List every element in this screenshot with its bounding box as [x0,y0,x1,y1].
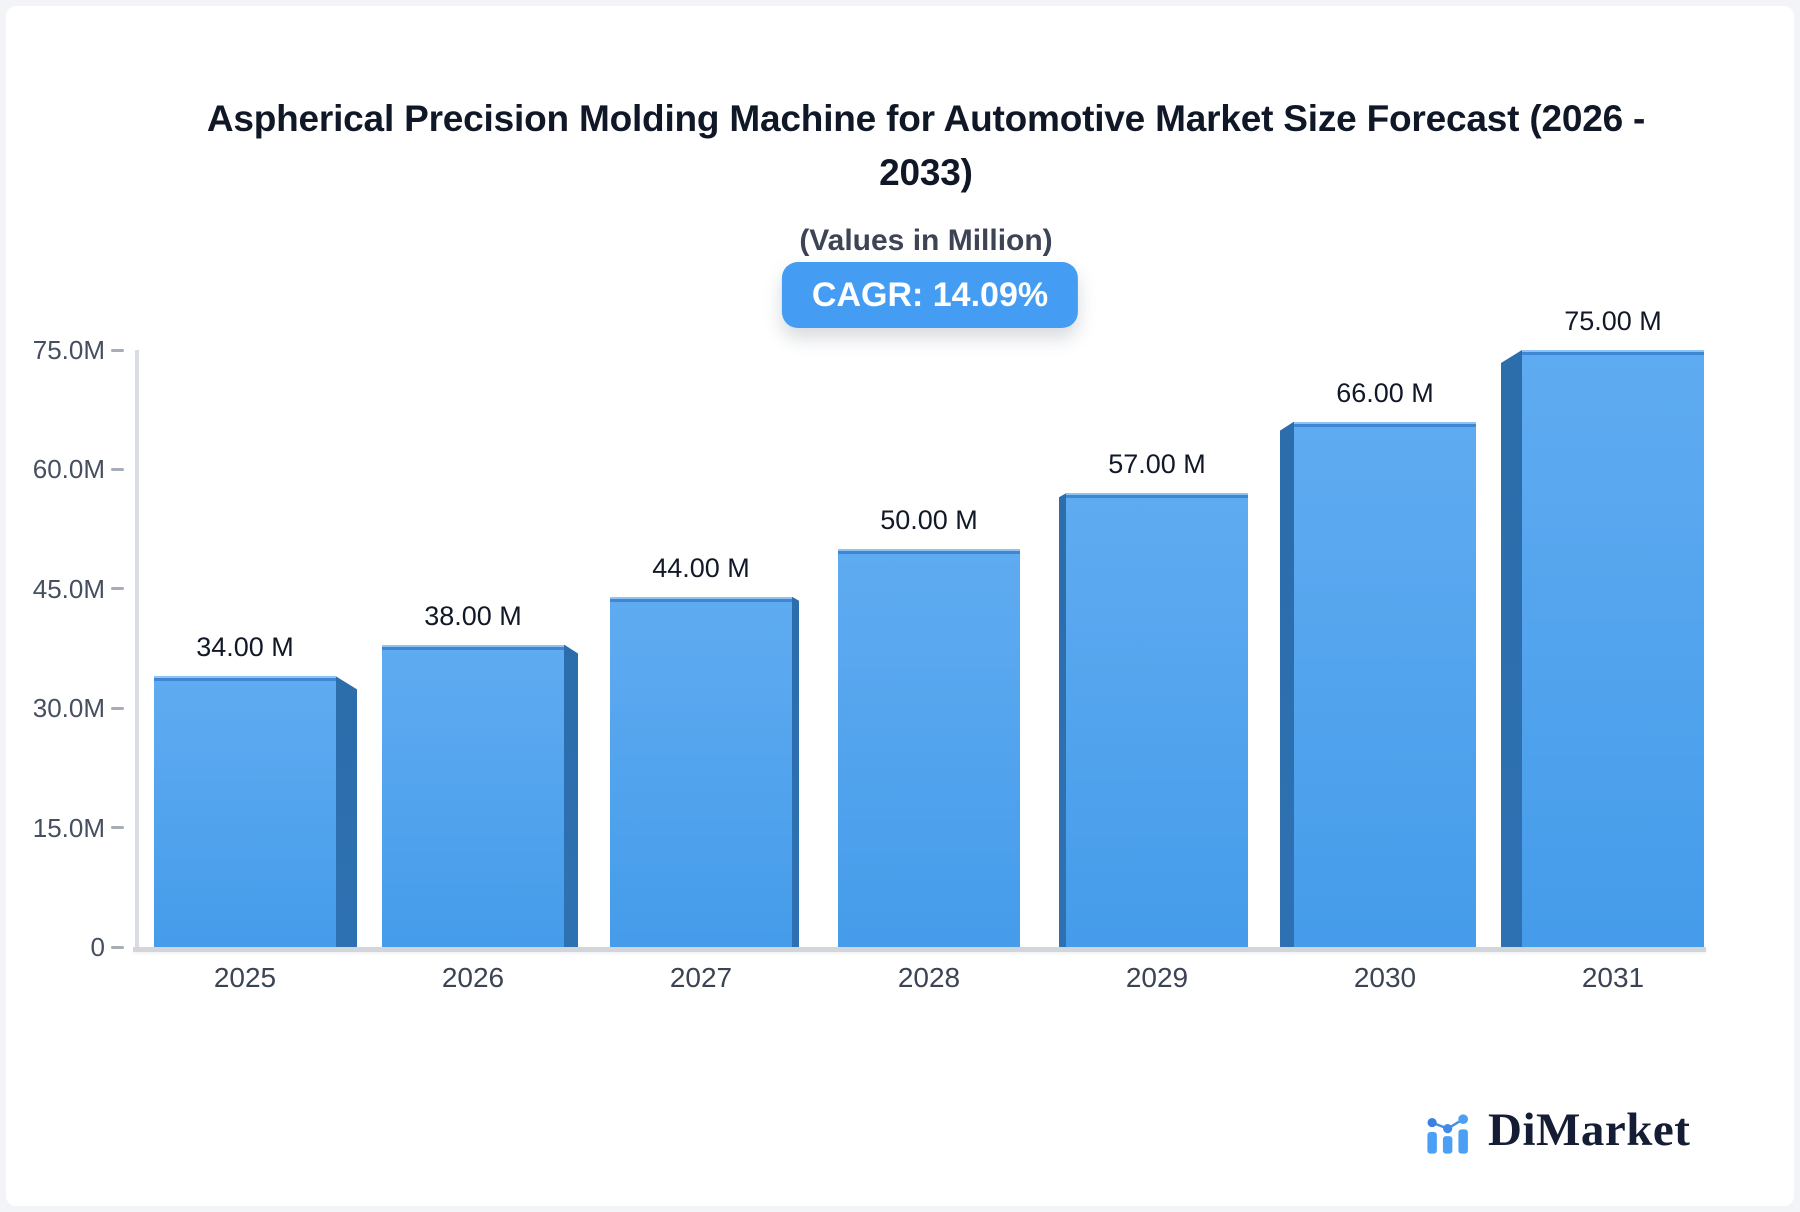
bar-2025[interactable] [154,676,336,947]
y-axis-tick-label: 30.0M [32,693,105,724]
y-axis-tick [111,945,124,949]
bar-value-label: 44.00 M [652,552,750,583]
y-axis-tick-label: 60.0M [32,454,105,485]
x-axis-category-label: 2026 [441,962,505,993]
bar-side-face [564,644,578,947]
y-axis-tick-label: 15.0M [32,812,105,843]
x-axis-category-label: 2031 [1581,962,1645,993]
cagr-badge: CAGR: 14.09% [781,262,1079,328]
y-axis-tick [111,706,124,710]
bar-2029[interactable] [1066,493,1248,947]
y-axis-line [135,350,139,949]
x-axis-category-label: 2028 [897,962,961,993]
bar-2028[interactable] [838,549,1020,947]
y-axis-tick-label: 75.0M [32,335,105,365]
bar-2026[interactable] [382,644,564,947]
bar-value-label: 66.00 M [1336,377,1434,408]
y-axis-tick-label: 45.0M [32,573,105,604]
x-axis-category-label: 2025 [213,962,277,993]
x-axis-category-label: 2029 [1125,962,1189,993]
bar-side-face [1059,493,1066,947]
x-axis-category-label: 2027 [669,962,733,993]
bar-chart-logo-icon [1427,1114,1469,1154]
y-axis-tick [111,587,124,591]
chart-header: Aspherical Precision Molding Machine for… [126,6,1726,346]
x-axis-line [133,947,1706,952]
chart-title-line-2: 2033) [879,152,973,193]
bar-side-face [1280,421,1294,947]
chart-card: Aspherical Precision Molding Machine for… [6,6,1794,1206]
bar-value-label: 57.00 M [1108,449,1206,480]
bar-value-label: 34.00 M [196,632,294,663]
bar-2027[interactable] [610,596,792,947]
bar-side-face [336,676,357,947]
bar-value-label: 75.00 M [1564,306,1662,336]
bar-value-label: 38.00 M [424,600,522,631]
dimarket-logo-text: DiMarket [1488,1104,1691,1156]
bar-2030[interactable] [1294,421,1476,947]
y-axis-tick-label: 0 [90,932,105,962]
bar-side-face [792,596,799,947]
chart-subtitle: (Values in Million) [799,224,1053,257]
bar-2031[interactable] [1522,350,1704,947]
x-axis-category-label: 2030 [1353,962,1417,993]
dimarket-logo: DiMarket [1422,1102,1690,1158]
bar-side-face [1501,350,1522,947]
y-axis-tick [111,467,124,471]
y-axis-tick [111,826,124,830]
y-axis-tick [111,348,124,352]
chart-title-line-1: Aspherical Precision Molding Machine for… [206,98,1646,139]
bar-value-label: 50.00 M [880,505,978,535]
chart-title: Aspherical Precision Molding Machine for… [126,92,1726,200]
